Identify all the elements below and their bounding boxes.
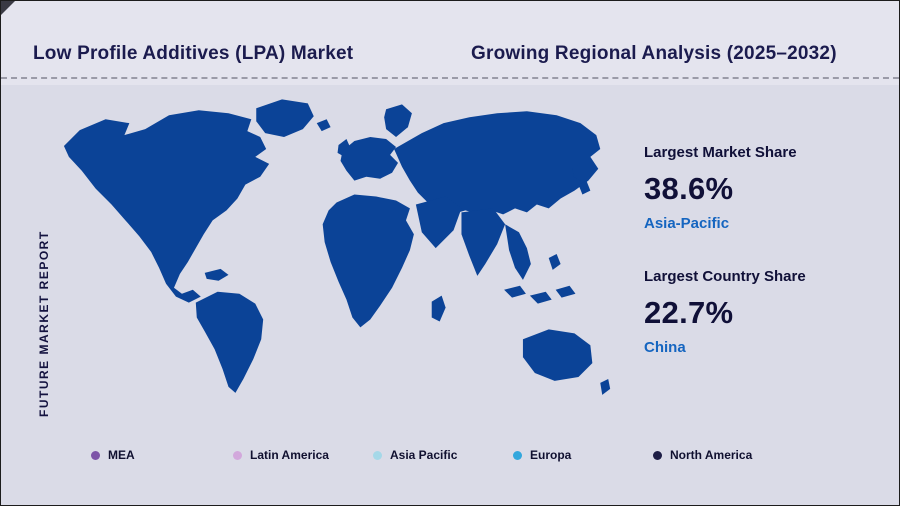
- legend-item-europa: Europa: [513, 448, 571, 462]
- map-new-zealand: [600, 378, 611, 395]
- stat-region: China: [644, 339, 686, 356]
- stats-panel: Largest Market Share 38.6% Asia-Pacific …: [644, 144, 889, 356]
- map-philippines: [548, 254, 561, 270]
- legend-label-mea: MEA: [108, 448, 135, 462]
- world-map-landmasses: [63, 99, 611, 395]
- header-band: [1, 1, 899, 85]
- legend-dot-mea: [91, 450, 100, 460]
- legend-dot-north-america: [653, 450, 662, 460]
- legend-label-asia-pacific: Asia Pacific: [390, 448, 458, 462]
- map-indonesia-1: [504, 285, 526, 298]
- legend-dot-latin-america: [233, 450, 242, 460]
- legend-dot-europa: [513, 450, 522, 460]
- page-title-market: Low Profile Additives (LPA) Market: [33, 43, 354, 64]
- map-europe: [340, 137, 399, 181]
- map-eurasia: [394, 111, 601, 215]
- map-scandinavia: [384, 104, 412, 138]
- map-indonesia-3: [555, 285, 576, 298]
- page-title-analysis: Growing Regional Analysis (2025–2032): [471, 43, 837, 64]
- map-madagascar: [431, 295, 446, 322]
- legend-item-asia-pacific: Asia Pacific: [373, 448, 457, 462]
- stat-value: 38.6%: [644, 171, 734, 206]
- map-japan-1: [572, 162, 587, 181]
- stat-region: Asia-Pacific: [644, 215, 730, 232]
- dashed-divider: [1, 77, 899, 79]
- world-map: [56, 91, 631, 426]
- map-africa: [322, 194, 414, 328]
- corner-fold-decoration: [1, 1, 15, 15]
- legend-dot-asia-pacific: [373, 450, 382, 460]
- map-iceland: [316, 119, 331, 132]
- map-australia: [522, 329, 593, 381]
- stat-label: Largest Country Share: [644, 268, 806, 285]
- legend-item-north-america: North America: [653, 448, 752, 462]
- map-caribbean: [204, 268, 229, 281]
- world-map-svg: [63, 99, 611, 395]
- stat-largest-market-share: Largest Market Share 38.6% Asia-Pacific: [644, 144, 889, 232]
- stat-value: 22.7%: [644, 295, 734, 330]
- legend-label-latin-america: Latin America: [250, 448, 329, 462]
- map-india: [461, 208, 506, 276]
- legend-item-latin-america: Latin America: [233, 448, 329, 462]
- map-greenland: [256, 99, 314, 138]
- map-south-america: [195, 291, 264, 393]
- legend-label-europa: Europa: [530, 448, 572, 462]
- legend-item-mea: MEA: [91, 448, 135, 462]
- legend: MEA Latin America Asia Pacific Europa No…: [1, 448, 899, 468]
- map-arabia: [415, 196, 462, 249]
- map-southeast-asia: [505, 224, 531, 280]
- brand-vertical-text: FUTURE MARKET REPORT: [37, 230, 51, 418]
- map-north-america: [63, 110, 270, 303]
- stat-label: Largest Market Share: [644, 144, 797, 161]
- map-japan-2: [578, 180, 591, 195]
- legend-label-north-america: North America: [670, 448, 753, 462]
- map-indonesia-2: [529, 291, 552, 304]
- stat-largest-country-share: Largest Country Share 22.7% China: [644, 268, 889, 356]
